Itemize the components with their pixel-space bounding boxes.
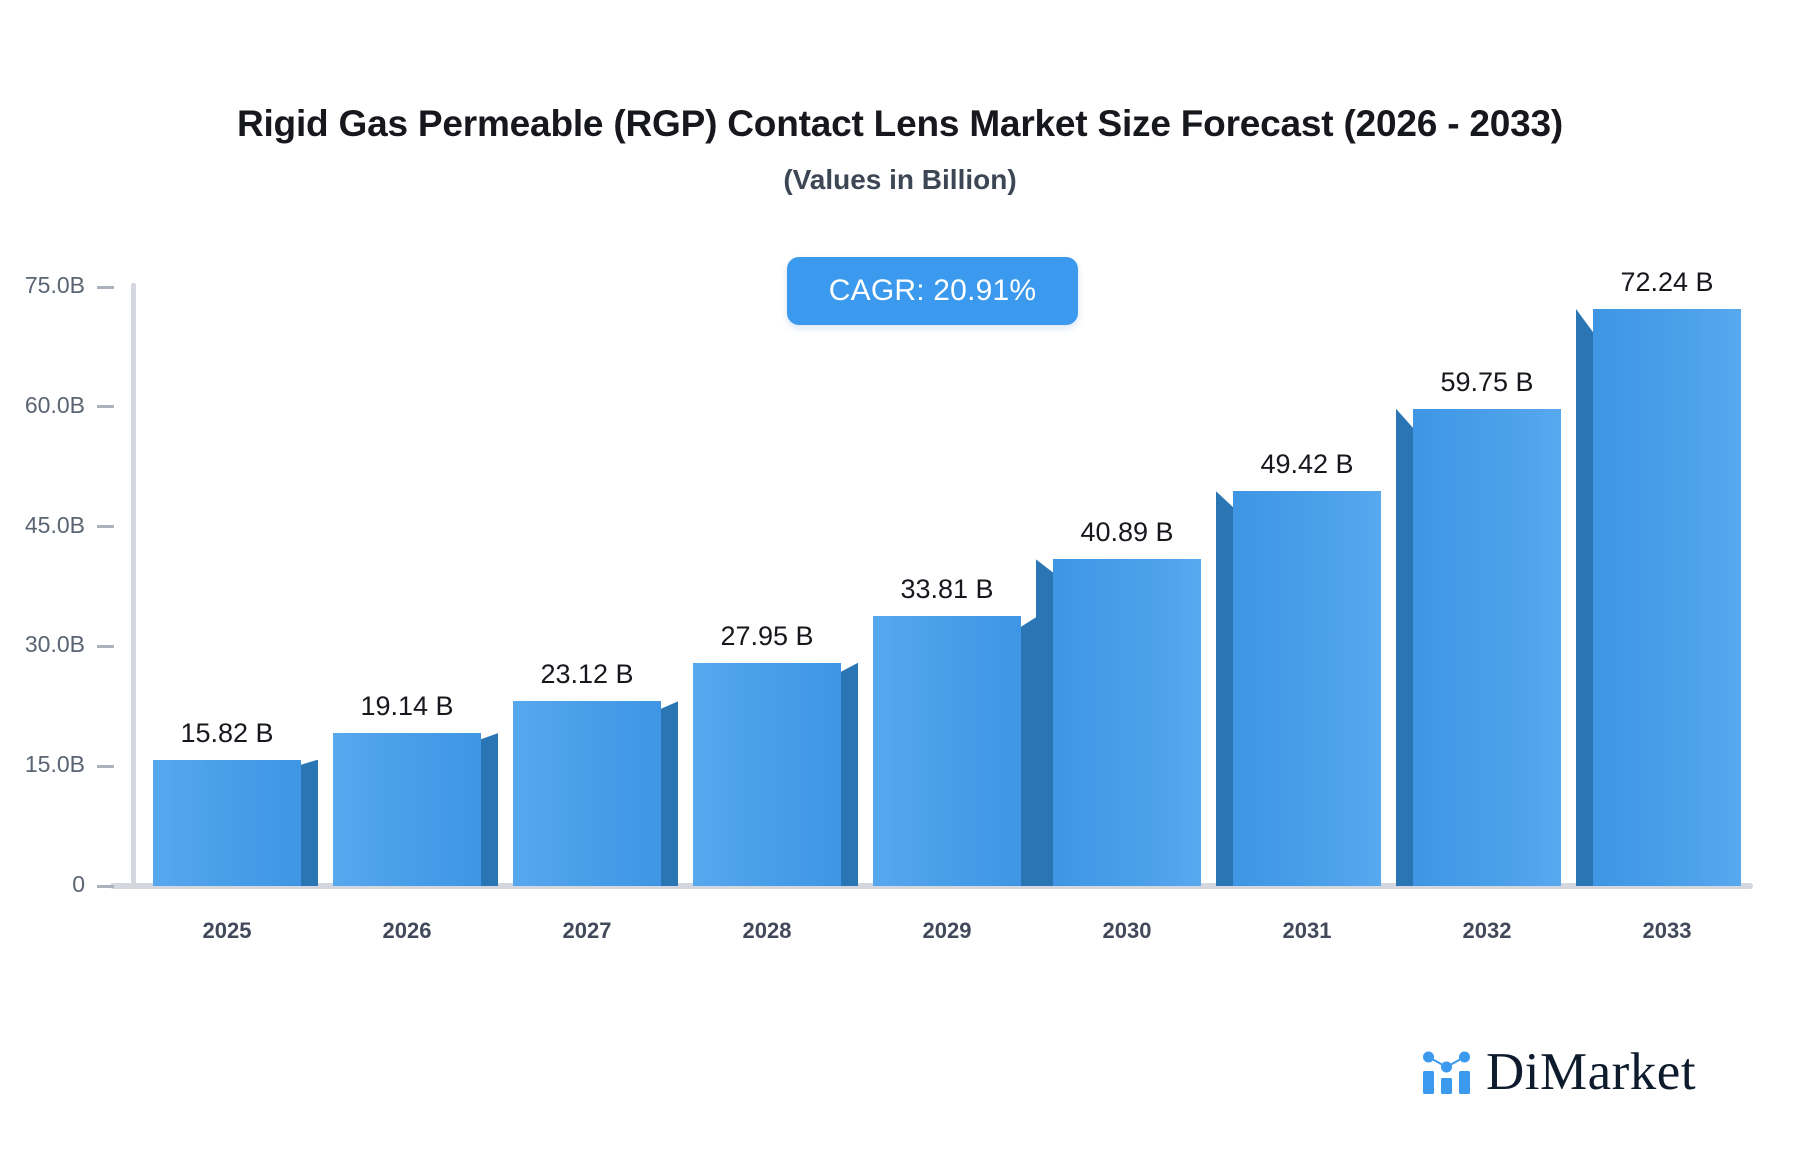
bar-front-face (153, 759, 301, 886)
y-axis-line (131, 283, 136, 886)
bar-2033[interactable]: 72.24 B 2033 (1576, 267, 1741, 943)
x-axis-label-2025: 2025 (202, 917, 252, 943)
bar-2025[interactable]: 15.82 B 2025 (153, 718, 318, 943)
y-axis-tick (97, 764, 114, 768)
bar-2029[interactable]: 33.81 B 2029 (873, 574, 1038, 943)
y-axis-label: 60.0B (24, 391, 85, 418)
bar-front-face (513, 701, 661, 886)
bar-value-label: 33.81 B (900, 573, 994, 604)
x-axis-label-2027: 2027 (562, 917, 612, 943)
bar-front-face (1593, 309, 1741, 886)
bar-front-face (333, 733, 481, 886)
bar-side-face (301, 759, 318, 886)
bar-side-face (661, 701, 678, 886)
cagr-badge-label: CAGR: 20.91% (828, 274, 1037, 307)
x-axis-label-2030: 2030 (1102, 917, 1152, 943)
bar-2026[interactable]: 19.14 B 2026 (333, 691, 498, 943)
bar-value-label: 40.89 B (1080, 517, 1174, 548)
y-axis-tick (97, 884, 114, 888)
bar-side-face (1216, 491, 1233, 886)
bar-side-face (481, 733, 498, 886)
bar-side-face (841, 662, 858, 886)
bar-2030[interactable]: 40.89 B 2030 (1036, 517, 1201, 943)
y-axis-label: 0 (72, 871, 85, 897)
bar-front-face (1053, 559, 1201, 886)
bar-side-face (1396, 408, 1413, 886)
bar-value-label: 23.12 B (540, 659, 634, 690)
bar-front-face (1233, 491, 1381, 886)
bar-value-label: 49.42 B (1260, 449, 1354, 480)
y-axis-tick (97, 405, 114, 409)
bar-value-label: 27.95 B (720, 620, 814, 651)
bar-front-face (693, 662, 841, 886)
bar-front-face (1413, 408, 1561, 886)
y-axis-tick (97, 285, 114, 289)
x-axis-label-2033: 2033 (1642, 917, 1692, 943)
bar-value-label: 59.75 B (1440, 366, 1534, 397)
y-axis-tick (97, 644, 114, 648)
chart-subtitle: (Values in Billion) (783, 163, 1017, 195)
bar-2031[interactable]: 49.42 B 2031 (1216, 449, 1381, 943)
y-axis-label: 15.0B (24, 751, 85, 778)
x-axis-label-2028: 2028 (742, 917, 792, 943)
bar-value-label: 72.24 B (1620, 267, 1714, 298)
y-axis-label: 75.0B (24, 272, 85, 298)
y-axis-label: 45.0B (24, 511, 85, 538)
bar-2032[interactable]: 59.75 B 2032 (1396, 367, 1561, 943)
x-axis-label-2026: 2026 (382, 917, 432, 943)
chart-header: Rigid Gas Permeable (RGP) Contact Lens M… (0, 0, 1800, 195)
bar-side-face (1576, 309, 1593, 886)
x-axis-label-2029: 2029 (922, 917, 972, 943)
x-axis-label-2031: 2031 (1282, 917, 1332, 943)
y-axis-tick (97, 525, 114, 529)
bar-2027[interactable]: 23.12 B 2027 (513, 659, 678, 943)
dimarket-logo: DiMarket (1422, 1046, 1696, 1099)
x-axis-label-2032: 2032 (1462, 917, 1512, 943)
bar-value-label: 15.82 B (180, 717, 274, 748)
logo-text: DiMarket (1486, 1043, 1697, 1101)
cagr-badge: CAGR: 20.91% (787, 257, 1078, 325)
bar-front-face (873, 615, 1021, 886)
bar-chart-icon (1423, 1051, 1470, 1094)
bar-value-label: 19.14 B (360, 691, 454, 722)
bar-side-face (1021, 615, 1038, 886)
bar-side-face (1036, 559, 1053, 886)
chart-title: Rigid Gas Permeable (RGP) Contact Lens M… (236, 103, 1564, 144)
bar-2028[interactable]: 27.95 B 2028 (693, 621, 858, 943)
y-axis-label: 30.0B (24, 631, 85, 658)
x-axis-line (110, 883, 1753, 889)
